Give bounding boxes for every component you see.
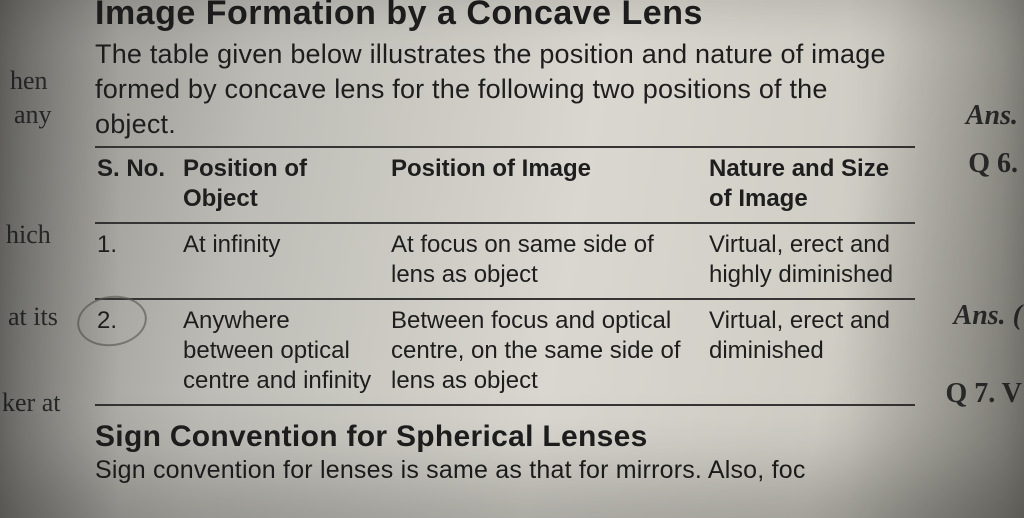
cell-object: Anywhere between optical centre and infi…	[181, 299, 389, 405]
table-row: 2. Anywhere between optical centre and i…	[95, 299, 915, 405]
concave-lens-table: S. No. Position of Object Position of Im…	[95, 146, 915, 406]
section-subtitle: Sign Convention for Spherical Lenses	[95, 420, 915, 454]
right-margin-fragments: Ans. Q 6. Ans. ( Q 7. V	[934, 0, 1024, 518]
intro-paragraph: The table given below illustrates the po…	[95, 37, 915, 142]
col-header-object: Position of Object	[181, 147, 389, 223]
col-header-image: Position of Image	[389, 147, 707, 223]
cell-sno: 2.	[95, 299, 181, 405]
fragment-text: hen	[10, 66, 48, 96]
question-number: Q 7. V	[946, 378, 1023, 410]
cell-image: At focus on same side of lens as object	[389, 223, 707, 299]
col-header-nature: Nature and Size of Image	[707, 147, 915, 223]
fragment-text: at its	[8, 302, 58, 332]
main-column: Image Formation by a Concave Lens The ta…	[95, 0, 915, 485]
cell-nature: Virtual, erect and highly diminished	[707, 223, 915, 299]
fragment-text: any	[14, 100, 52, 130]
table-header-row: S. No. Position of Object Position of Im…	[95, 147, 915, 223]
page-photo: hen any hich at its ker at Ans. Q 6. Ans…	[0, 0, 1024, 518]
col-header-sno: S. No.	[95, 147, 181, 223]
cell-object: At infinity	[181, 223, 389, 299]
section-title: Image Formation by a Concave Lens	[95, 0, 915, 33]
answer-label: Ans. (	[954, 300, 1022, 332]
left-margin-fragments: hen any hich at its ker at	[0, 0, 90, 518]
table-row: 1. At infinity At focus on same side of …	[95, 223, 915, 299]
fragment-text: hich	[6, 220, 51, 250]
cell-nature: Virtual, erect and diminished	[707, 299, 915, 405]
cell-sno: 1.	[95, 223, 181, 299]
cutoff-paragraph: Sign convention for lenses is same as th…	[95, 456, 915, 485]
sno-text: 2.	[97, 307, 117, 334]
fragment-text: ker at	[2, 388, 60, 418]
question-number: Q 6.	[968, 148, 1018, 180]
cell-image: Between focus and optical centre, on the…	[389, 299, 707, 405]
answer-label: Ans.	[966, 100, 1018, 132]
